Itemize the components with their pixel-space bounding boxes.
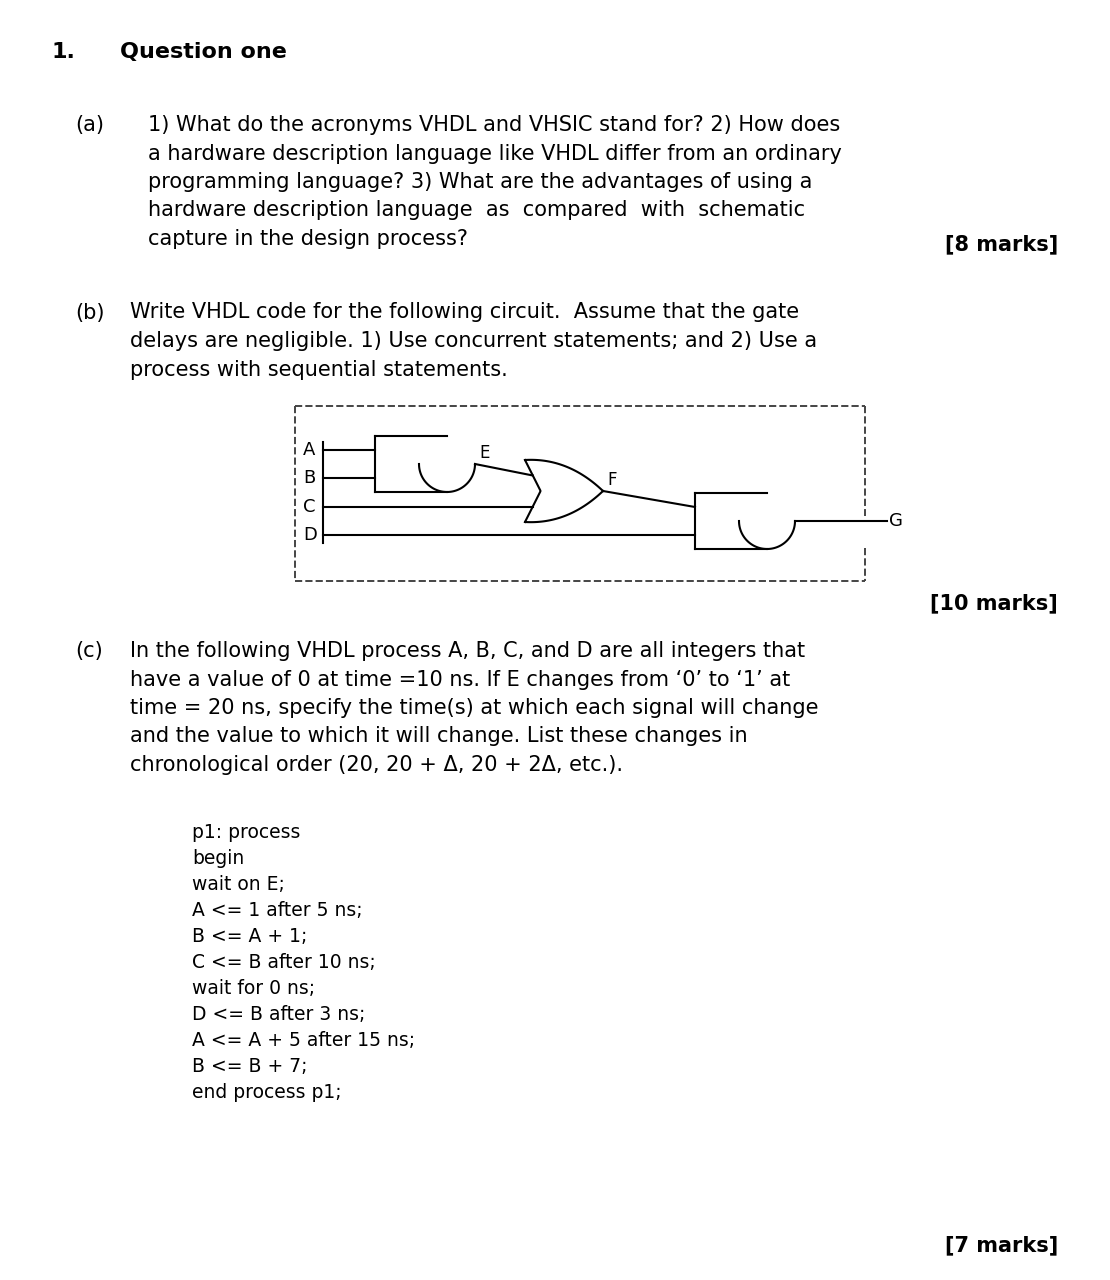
Text: Write VHDL code for the following circuit.  Assume that the gate: Write VHDL code for the following circui… — [130, 302, 799, 323]
Text: B <= A + 1;: B <= A + 1; — [192, 928, 307, 946]
Text: have a value of 0 at time =10 ns. If E changes from ‘0’ to ‘1’ at: have a value of 0 at time =10 ns. If E c… — [130, 669, 790, 690]
Text: [7 marks]: [7 marks] — [945, 1235, 1058, 1254]
Text: hardware description language  as  compared  with  schematic: hardware description language as compare… — [148, 201, 805, 220]
Text: 1.: 1. — [52, 42, 75, 61]
Text: In the following VHDL process A, B, C, and D are all integers that: In the following VHDL process A, B, C, a… — [130, 641, 805, 660]
Text: delays are negligible. 1) Use concurrent statements; and 2) Use a: delays are negligible. 1) Use concurrent… — [130, 332, 817, 351]
Text: time = 20 ns, specify the time(s) at which each signal will change: time = 20 ns, specify the time(s) at whi… — [130, 698, 818, 718]
Text: end process p1;: end process p1; — [192, 1083, 342, 1102]
Text: wait on E;: wait on E; — [192, 876, 285, 895]
Text: Question one: Question one — [120, 42, 286, 61]
Text: programming language? 3) What are the advantages of using a: programming language? 3) What are the ad… — [148, 172, 813, 192]
Text: 1) What do the acronyms VHDL and VHSIC stand for? 2) How does: 1) What do the acronyms VHDL and VHSIC s… — [148, 115, 840, 134]
Text: A: A — [303, 442, 315, 460]
Text: C <= B after 10 ns;: C <= B after 10 ns; — [192, 954, 376, 973]
Text: chronological order (20, 20 + Δ, 20 + 2Δ, etc.).: chronological order (20, 20 + Δ, 20 + 2Δ… — [130, 755, 623, 774]
Text: (b): (b) — [75, 302, 104, 323]
Text: D: D — [303, 526, 316, 544]
Text: G: G — [889, 512, 902, 530]
Text: and the value to which it will change. List these changes in: and the value to which it will change. L… — [130, 727, 748, 746]
Text: (a): (a) — [75, 115, 104, 134]
Text: [10 marks]: [10 marks] — [930, 593, 1058, 613]
Text: p1: process: p1: process — [192, 823, 301, 842]
Text: B: B — [303, 468, 315, 486]
Text: C: C — [303, 498, 315, 516]
Text: capture in the design process?: capture in the design process? — [148, 229, 468, 250]
Text: F: F — [607, 471, 616, 489]
Text: (c): (c) — [75, 641, 103, 660]
Text: B <= B + 7;: B <= B + 7; — [192, 1057, 307, 1076]
Text: begin: begin — [192, 850, 244, 869]
Text: D <= B after 3 ns;: D <= B after 3 ns; — [192, 1006, 365, 1024]
Text: A <= 1 after 5 ns;: A <= 1 after 5 ns; — [192, 901, 363, 920]
Text: a hardware description language like VHDL differ from an ordinary: a hardware description language like VHD… — [148, 143, 841, 164]
Text: E: E — [480, 444, 490, 462]
Text: process with sequential statements.: process with sequential statements. — [130, 360, 507, 379]
Text: A <= A + 5 after 15 ns;: A <= A + 5 after 15 ns; — [192, 1032, 415, 1051]
Text: [8 marks]: [8 marks] — [945, 234, 1058, 253]
Text: wait for 0 ns;: wait for 0 ns; — [192, 979, 315, 998]
